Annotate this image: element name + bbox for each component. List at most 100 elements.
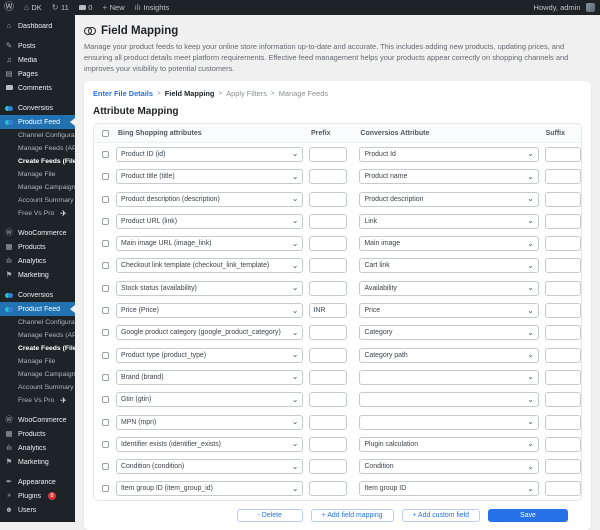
select-all-checkbox[interactable] [102,129,109,137]
row-checkbox[interactable] [102,284,109,292]
sidebar-subitem-free-vs-pro[interactable]: Free Vs Pro ✈ [0,394,75,407]
row-checkbox[interactable] [102,373,109,381]
conversios-attribute-select[interactable]: Category path ⌄ [359,347,539,363]
sidebar-item-dashboard[interactable]: ⌂ Dashboard [0,19,75,33]
suffix-input[interactable] [545,280,581,296]
bing-attribute-select[interactable]: Identifier exists (identifier_exists) ⌄ [116,436,304,452]
row-checkbox[interactable] [102,418,109,426]
bing-attribute-select[interactable]: Checkout link template (checkout_link_te… [116,258,304,274]
prefix-input[interactable] [309,414,348,430]
prefix-input[interactable] [309,347,348,363]
conversios-attribute-select[interactable]: Product name ⌄ [359,169,539,185]
sidebar-subitem-channel-configuration[interactable]: Channel Configuration [0,129,75,142]
sidebar-subitem-manage-campaign[interactable]: Manage Campaign [0,368,75,381]
conversios-attribute-select[interactable]: Link ⌄ [359,213,539,229]
conversios-attribute-select[interactable]: ⌄ [359,414,539,430]
bing-attribute-select[interactable]: Product URL (link) ⌄ [116,213,304,229]
conversios-attribute-select[interactable]: Condition ⌄ [359,459,539,475]
suffix-input[interactable] [545,414,581,430]
bing-attribute-select[interactable]: Condition (condition) ⌄ [116,459,304,475]
bing-attribute-select[interactable]: MPN (mpn) ⌄ [116,414,304,430]
prefix-input[interactable] [309,369,348,385]
prefix-input[interactable] [309,236,348,252]
sidebar-item-analytics[interactable]: ılı Analytics [0,441,75,455]
row-checkbox[interactable] [102,396,109,404]
prefix-input[interactable] [309,213,348,229]
row-checkbox[interactable] [102,173,109,181]
prefix-input[interactable] [309,459,348,475]
suffix-input[interactable] [545,325,581,341]
sidebar-item-products[interactable]: ▦ Products [0,427,75,441]
bing-attribute-select[interactable]: Product title (title) ⌄ [116,169,304,185]
suffix-input[interactable] [545,459,581,475]
prefix-input[interactable] [309,169,348,185]
row-checkbox[interactable] [102,329,109,337]
sidebar-item-comments[interactable]: Comments [0,81,75,95]
prefix-input[interactable] [309,436,348,452]
sidebar-item-woocommerce[interactable]: Ⓦ WooCommerce [0,226,75,240]
updates-menu[interactable]: ↻ 11 [52,3,69,12]
suffix-input[interactable] [545,303,581,319]
sidebar-item-appearance[interactable]: ✒ Appearance [0,475,75,489]
bing-attribute-select[interactable]: Product description (description) ⌄ [116,191,304,207]
sidebar-item-analytics[interactable]: ılı Analytics [0,254,75,268]
sidebar-item-product-feed[interactable]: Product Feed [0,302,75,316]
suffix-input[interactable] [545,146,581,162]
prefix-input[interactable] [309,146,348,162]
suffix-input[interactable] [545,258,581,274]
sidebar-item-conversios[interactable]: Conversios [0,288,75,302]
prefix-input[interactable] [309,303,348,319]
sidebar-item-products[interactable]: ▦ Products [0,240,75,254]
sidebar-item-marketing[interactable]: ⚑ Marketing [0,268,75,282]
prefix-input[interactable] [309,191,348,207]
prefix-input[interactable] [309,258,348,274]
conversios-attribute-select[interactable]: Price ⌄ [359,303,539,319]
new-content-menu[interactable]: + New [102,3,124,12]
delete-button[interactable]: - Delete [236,509,303,523]
bing-attribute-select[interactable]: Brand (brand) ⌄ [116,369,304,385]
wordpress-menu[interactable]: Ⓦ [4,2,14,13]
sidebar-item-woocommerce[interactable]: Ⓦ WooCommerce [0,413,75,427]
bing-attribute-select[interactable]: Main image URL (image_link) ⌄ [116,236,304,252]
conversios-attribute-select[interactable]: ⌄ [359,369,539,385]
conversios-attribute-select[interactable]: ⌄ [359,392,539,408]
row-checkbox[interactable] [102,463,109,471]
suffix-input[interactable] [545,213,581,229]
sidebar-item-media[interactable]: ♫ Media [0,53,75,67]
sidebar-item-product-feed[interactable]: Product Feed [0,115,75,129]
conversios-attribute-select[interactable]: Category ⌄ [359,325,539,341]
bing-attribute-select[interactable]: Stock status (availability) ⌄ [116,280,304,296]
sidebar-item-users[interactable]: ☻ Users [0,503,75,517]
site-menu[interactable]: ⌂ DK [24,3,42,12]
sidebar-subitem-manage-file[interactable]: Manage File [0,168,75,181]
prefix-input[interactable] [309,280,348,296]
conversios-attribute-select[interactable]: Main image ⌄ [359,236,539,252]
row-checkbox[interactable] [102,262,109,270]
bing-attribute-select[interactable]: Item group ID (item_group_id) ⌄ [116,481,304,497]
sidebar-item-posts[interactable]: ✎ Posts [0,39,75,53]
add-custom-field-button[interactable]: + Add custom field [401,509,480,523]
row-checkbox[interactable] [102,240,109,248]
bing-attribute-select[interactable]: Google product category (google_product_… [116,325,304,341]
suffix-input[interactable] [545,191,581,207]
suffix-input[interactable] [545,169,581,185]
add-field-mapping-button[interactable]: + Add field mapping [310,509,394,523]
sidebar-subitem-account-summary[interactable]: Account Summary [0,381,75,394]
row-checkbox[interactable] [102,195,109,203]
conversios-attribute-select[interactable]: Availability ⌄ [359,280,539,296]
sidebar-subitem-create-feeds-file[interactable]: Create Feeds (File) [0,155,75,168]
row-checkbox[interactable] [102,150,109,158]
row-checkbox[interactable] [102,217,109,225]
prefix-input[interactable] [309,325,348,341]
bing-attribute-select[interactable]: Product ID (id) ⌄ [116,146,304,162]
row-checkbox[interactable] [102,440,109,448]
row-checkbox[interactable] [102,351,109,359]
bing-attribute-select[interactable]: Price (Price) ⌄ [116,303,304,319]
prefix-input[interactable] [309,392,348,408]
save-button[interactable]: Save [488,509,568,523]
breadcrumb-item-enter-file-details[interactable]: Enter File Details [93,89,153,99]
sidebar-item-plugins[interactable]: ⚡ Plugins 8 [0,489,75,503]
conversios-attribute-select[interactable]: Item group ID ⌄ [359,481,539,497]
sidebar-item-marketing[interactable]: ⚑ Marketing [0,455,75,469]
sidebar-subitem-free-vs-pro[interactable]: Free Vs Pro ✈ [0,207,75,220]
